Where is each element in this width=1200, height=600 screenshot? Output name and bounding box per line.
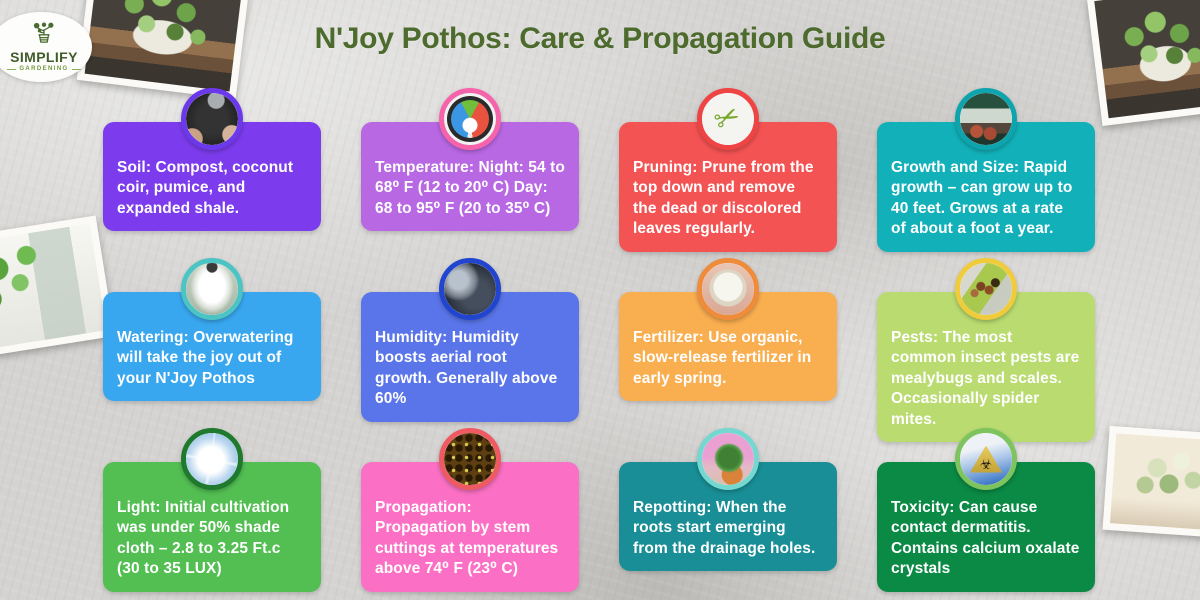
card-humidity: Humidity: Humidity boosts aerial root gr…: [361, 258, 579, 428]
cuttings-jar-image: [0, 223, 107, 351]
card-repotting: Repotting: When the roots start emerging…: [619, 428, 837, 592]
logo-tagline: GARDENING: [7, 66, 80, 72]
potted-plant-logo-icon: [30, 22, 58, 49]
pruning-shears-icon: ✂: [697, 88, 759, 150]
watering-spray-icon: [181, 258, 243, 320]
card-temperature: Temperature: Night: 54 to 68⁰ F (12 to 2…: [361, 88, 579, 258]
temperature-gauge-icon: [439, 88, 501, 150]
care-grid: Soil: Compost, coconut coir, pumice, and…: [103, 88, 1103, 592]
card-watering: Watering: Overwatering will take the joy…: [103, 258, 321, 428]
propagation-tray-icon: [439, 428, 501, 490]
card-light: Light: Initial cultivation was under 50%…: [103, 428, 321, 592]
soil-icon: [181, 88, 243, 150]
photo-pothos-on-stool-top-left: [76, 0, 252, 100]
warning-triangle-icon: ☣: [970, 445, 1002, 473]
repotting-plant-icon: [697, 428, 759, 490]
card-growth: Growth and Size: Rapid growth – can grow…: [877, 88, 1095, 258]
card-toxicity: ☣ Toxicity: Can cause contact dermatitis…: [877, 428, 1095, 592]
card-soil: Soil: Compost, coconut coir, pumice, and…: [103, 88, 321, 258]
pothos-plant-image: [1094, 0, 1200, 119]
logo-name: SIMPLIFY: [10, 49, 78, 65]
fertilizer-pellets-icon: [697, 258, 759, 320]
biohazard-glyph: ☣: [979, 456, 993, 473]
card-fertilizer: Fertilizer: Use organic, slow-release fe…: [619, 258, 837, 428]
brand-logo: SIMPLIFY GARDENING: [0, 12, 92, 82]
shears-glyph: ✂: [709, 98, 747, 139]
photo-pothos-in-white-pot-top-right: [1086, 0, 1200, 127]
variegated-leaves-image: [1109, 433, 1200, 531]
card-pests: Pests: The most common insect pests are …: [877, 258, 1095, 443]
light-sun-icon: [181, 428, 243, 490]
photo-cuttings-in-water-jar-left: [0, 215, 115, 359]
humidity-roots-icon: [439, 258, 501, 320]
card-temperature-text: Temperature: Night: 54 to 68⁰ F (12 to 2…: [361, 122, 579, 232]
card-pests-text: Pests: The most common insect pests are …: [877, 292, 1095, 443]
pests-bugs-icon: [955, 258, 1017, 320]
card-growth-text: Growth and Size: Rapid growth – can grow…: [877, 122, 1095, 252]
pothos-plant-image: [84, 0, 244, 92]
page-title: N'Joy Pothos: Care & Propagation Guide: [314, 22, 886, 55]
growth-pots-icon: [955, 88, 1017, 150]
photo-njoy-variegated-leaves-bottom-right: [1102, 425, 1200, 539]
card-propagation: Propagation: Propagation by stem cutting…: [361, 428, 579, 592]
toxicity-biohazard-icon: ☣: [955, 428, 1017, 490]
card-pruning: ✂ Pruning: Prune from the top down and r…: [619, 88, 837, 258]
